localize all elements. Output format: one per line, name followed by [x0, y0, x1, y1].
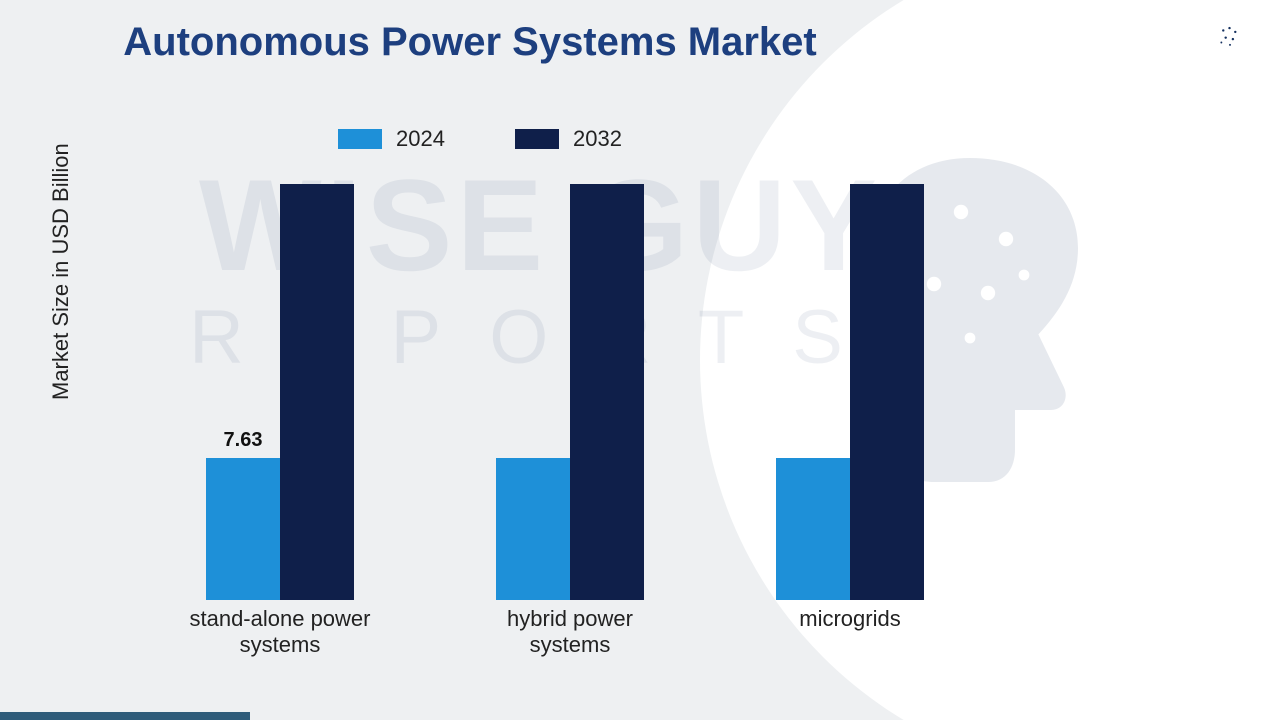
bar	[206, 458, 280, 600]
legend-swatch	[338, 129, 382, 149]
legend-item: 2024	[338, 126, 445, 152]
x-axis-labels: stand-alone power systems hybrid power sy…	[100, 606, 960, 696]
logo-line1: WISE GUY	[1028, 25, 1206, 59]
x-axis-category-label: microgrids	[750, 606, 950, 632]
plot-area: 7.63	[100, 180, 960, 600]
legend: 2024 2032	[0, 126, 960, 152]
legend-item: 2032	[515, 126, 622, 152]
legend-label: 2024	[396, 126, 445, 152]
chart-canvas: WISE GUY REPORTS WISE GUY REPORTS Autono…	[0, 0, 1280, 720]
bar-value-label: 7.63	[193, 429, 293, 452]
bar	[570, 184, 644, 600]
logo-head-icon	[1206, 18, 1254, 66]
bar	[496, 458, 570, 600]
bar	[776, 458, 850, 600]
y-axis-label: Market Size in USD Billion	[48, 143, 74, 400]
x-axis-category-label: hybrid power systems	[470, 606, 670, 659]
legend-swatch	[515, 129, 559, 149]
brand-logo: WISE GUY REPORTS	[1028, 18, 1254, 84]
bar	[280, 184, 354, 600]
bar	[850, 184, 924, 600]
x-axis-category-label: stand-alone power systems	[180, 606, 380, 659]
footer-accent-bar	[0, 712, 250, 720]
legend-label: 2032	[573, 126, 622, 152]
chart-title: Autonomous Power Systems Market	[0, 20, 940, 65]
logo-line2: REPORTS	[1028, 70, 1254, 84]
